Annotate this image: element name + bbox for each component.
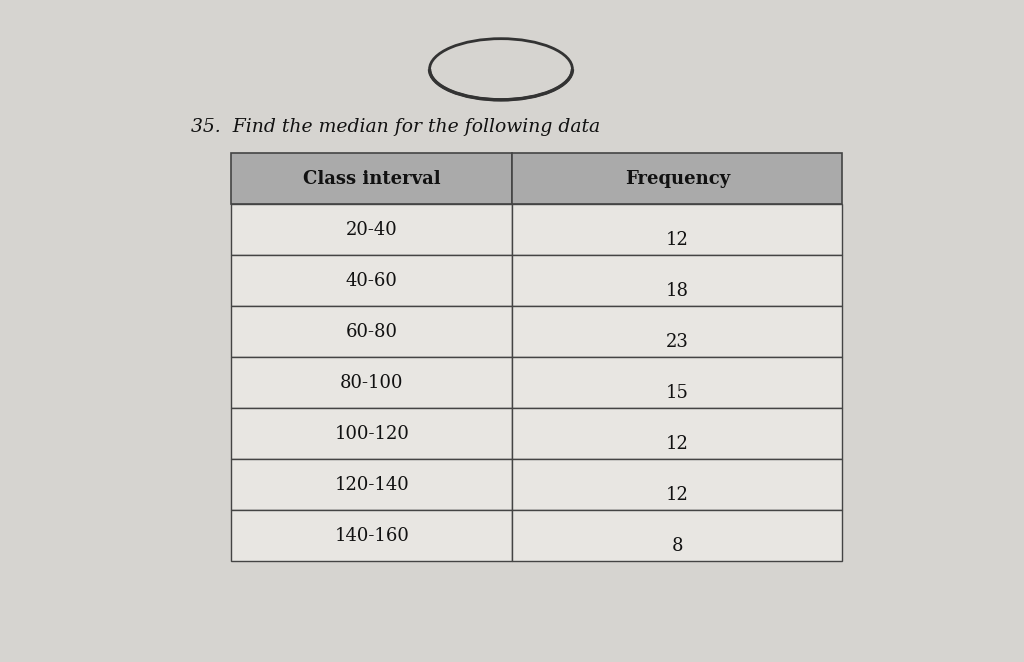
Text: 140-160: 140-160 — [334, 527, 410, 545]
Text: 12: 12 — [666, 435, 689, 453]
Text: Class interval: Class interval — [303, 170, 440, 188]
Text: 15: 15 — [666, 384, 689, 402]
Text: 18: 18 — [666, 282, 689, 300]
Text: 80-100: 80-100 — [340, 374, 403, 392]
Text: 35.  Find the median for the following data: 35. Find the median for the following da… — [191, 118, 601, 136]
Bar — [512, 357, 843, 408]
Text: 8: 8 — [672, 537, 683, 555]
Text: 40-60: 40-60 — [346, 272, 397, 290]
Bar — [512, 307, 843, 357]
Bar — [231, 205, 512, 256]
Bar — [512, 256, 843, 307]
Bar — [512, 408, 843, 459]
Bar — [512, 459, 843, 510]
Bar — [231, 510, 512, 561]
Text: 12: 12 — [666, 231, 689, 249]
Text: 12: 12 — [666, 486, 689, 504]
Bar — [231, 256, 512, 307]
Bar — [231, 459, 512, 510]
Text: 60-80: 60-80 — [346, 323, 397, 341]
Text: 20-40: 20-40 — [346, 221, 397, 239]
Bar — [512, 154, 843, 205]
Bar — [512, 205, 843, 256]
Text: 23: 23 — [666, 333, 689, 351]
Text: 120-140: 120-140 — [335, 476, 410, 494]
Text: 100-120: 100-120 — [334, 425, 410, 443]
Bar — [231, 154, 512, 205]
Bar — [231, 357, 512, 408]
Bar — [231, 408, 512, 459]
Text: Frequency: Frequency — [625, 170, 730, 188]
Bar — [231, 307, 512, 357]
Bar — [512, 510, 843, 561]
